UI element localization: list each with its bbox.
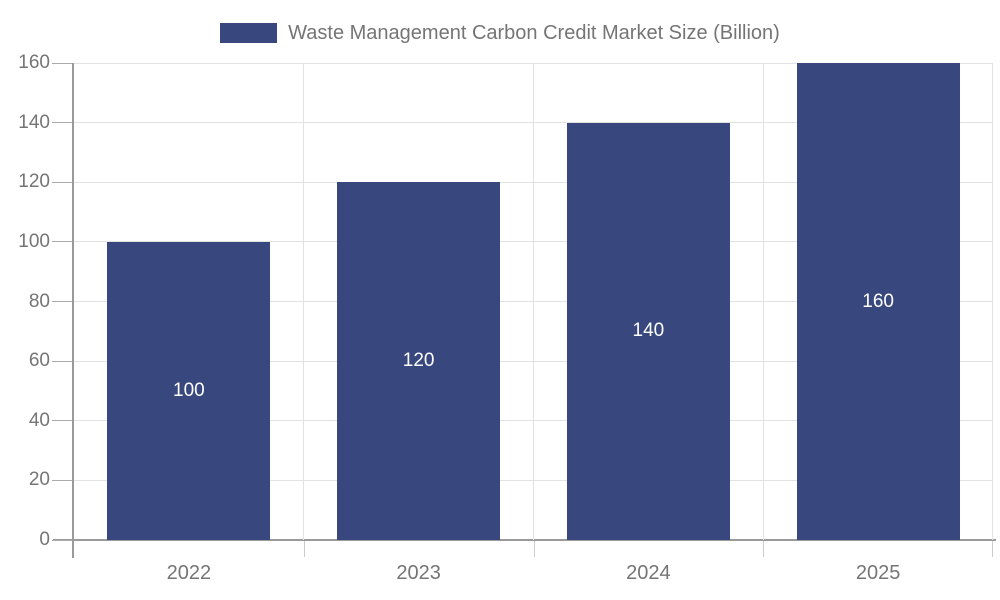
x-axis-tick-label: 2022 <box>166 562 212 584</box>
y-axis-tick <box>52 241 72 243</box>
y-axis-tick-label: 80 <box>28 290 50 312</box>
y-axis-tick-label: 60 <box>28 350 50 372</box>
y-axis-line <box>72 63 74 558</box>
x-axis-tick-label: 2024 <box>626 562 671 584</box>
y-axis-tick-label: 120 <box>18 171 50 193</box>
bar-2023[interactable]: 120 <box>337 182 501 540</box>
gridline-vertical <box>303 63 305 540</box>
y-axis-tick <box>52 420 72 422</box>
bar-2022[interactable]: 100 <box>107 241 271 540</box>
y-axis-tick-label: 160 <box>18 52 50 73</box>
x-axis-tick-label: 2023 <box>396 562 441 584</box>
y-axis-tick-label: 140 <box>18 111 50 133</box>
y-axis-tick-label: 0 <box>39 529 50 550</box>
bar-value-label: 120 <box>402 350 435 372</box>
y-axis-tick <box>52 479 72 481</box>
x-axis-line <box>53 539 996 541</box>
legend[interactable]: Waste Management Carbon Credit Market Si… <box>0 20 1000 46</box>
bar-value-label: 160 <box>862 290 894 312</box>
x-axis-tick-label: 2025 <box>855 562 901 584</box>
bar-2024[interactable]: 140 <box>566 122 730 540</box>
chart-title: Waste Management Carbon Credit Market Si… <box>288 21 780 44</box>
x-axis-tick <box>992 541 993 557</box>
plot-area: 100 120 140 160 <box>74 62 993 540</box>
y-axis-tick <box>52 360 72 362</box>
y-axis-tick-label: 40 <box>28 409 50 431</box>
x-axis-tick <box>303 541 305 557</box>
y-axis-tick-label: 100 <box>18 230 50 252</box>
gridline-vertical <box>533 63 534 540</box>
y-axis-tick <box>52 62 72 64</box>
y-axis-tick-label: 20 <box>28 469 50 491</box>
bar-value-label: 100 <box>173 379 205 401</box>
gridline-vertical <box>762 63 764 540</box>
legend-swatch <box>220 23 278 43</box>
x-axis-tick <box>763 541 765 557</box>
bar-2025[interactable]: 160 <box>796 63 960 540</box>
y-axis-tick <box>52 122 72 124</box>
x-axis-tick <box>533 541 535 557</box>
gridline-vertical <box>991 63 993 540</box>
y-axis-tick <box>52 301 72 302</box>
bar-value-label: 140 <box>632 320 665 342</box>
y-axis-tick <box>52 539 72 541</box>
y-axis-tick <box>52 181 72 183</box>
